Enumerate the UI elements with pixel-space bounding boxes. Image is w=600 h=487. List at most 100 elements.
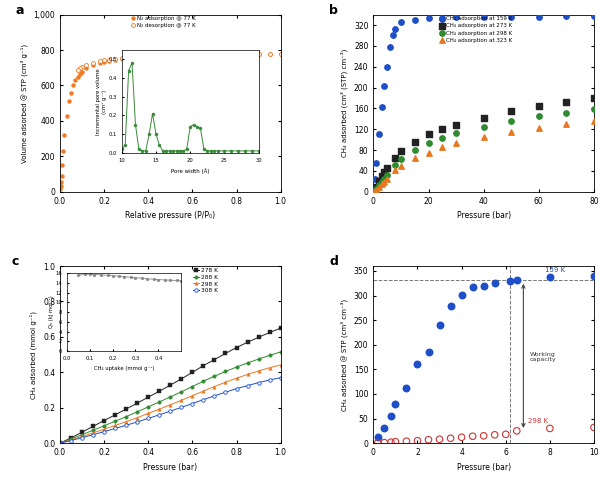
N₂ adsorption @ 77 K <box>96 60 103 66</box>
Point <box>386 438 396 446</box>
298 K <box>244 372 251 377</box>
N₂ adsorption @ 77 K <box>61 132 68 138</box>
298 K <box>56 440 64 446</box>
Point <box>435 435 445 443</box>
298 K <box>145 411 152 416</box>
308 K <box>79 435 86 441</box>
N₂ adsorption @ 77 K <box>72 77 79 83</box>
N₂ desorption @ 77 K <box>167 53 174 58</box>
298 K <box>101 426 108 432</box>
CH₄ adsorption at 323 K <box>380 178 389 186</box>
Point <box>589 272 599 280</box>
Point <box>501 431 511 438</box>
X-axis label: Pressure (bar): Pressure (bar) <box>143 463 197 471</box>
N₂ desorption @ 77 K <box>155 53 163 59</box>
N₂ adsorption @ 77 K <box>63 112 70 118</box>
Point <box>446 302 455 310</box>
CH₄ adsorption at 159 K <box>589 12 599 20</box>
288 K <box>211 374 218 379</box>
Text: 159 K: 159 K <box>545 267 566 273</box>
308 K <box>233 386 240 392</box>
CH₄ adsorption at 273 K <box>437 125 447 133</box>
288 K <box>89 427 97 433</box>
278 K <box>112 412 119 418</box>
Point <box>545 425 554 432</box>
N₂ desorption @ 77 K <box>101 57 108 63</box>
CH₄ adsorption at 323 K <box>396 162 406 169</box>
N₂ adsorption @ 77 K <box>222 52 229 58</box>
N₂ adsorption @ 77 K <box>65 98 73 104</box>
278 K <box>134 400 141 406</box>
CH₄ adsorption at 323 K <box>410 154 419 162</box>
CH₄ adsorption at 323 K <box>382 175 392 183</box>
Text: a: a <box>16 4 25 17</box>
CH₄ adsorption at 298 K <box>506 117 516 125</box>
CH₄ adsorption at 159 K <box>380 83 389 91</box>
CH₄ adsorption at 323 K <box>424 149 433 156</box>
CH₄ adsorption at 323 K <box>374 183 383 191</box>
CH₄ adsorption at 298 K <box>479 123 488 131</box>
Legend: N₂ adsorption @ 77 K, N₂ desorption @ 77 K: N₂ adsorption @ 77 K, N₂ desorption @ 77… <box>129 14 198 30</box>
278 K <box>155 388 163 394</box>
288 K <box>155 399 163 405</box>
308 K <box>134 419 141 425</box>
CH₄ adsorption at 159 K <box>534 13 544 20</box>
288 K <box>134 409 141 415</box>
288 K <box>112 418 119 424</box>
N₂ desorption @ 77 K <box>105 56 112 62</box>
278 K <box>222 351 229 356</box>
X-axis label: Pressure (bar): Pressure (bar) <box>457 211 511 220</box>
CH₄ adsorption at 159 K <box>369 185 379 193</box>
CH₄ adsorption at 159 K <box>562 12 571 20</box>
N₂ desorption @ 77 K <box>145 54 152 59</box>
CH₄ adsorption at 273 K <box>424 131 433 138</box>
N₂ adsorption @ 77 K <box>255 51 262 57</box>
308 K <box>67 438 74 444</box>
N₂ adsorption @ 77 K <box>211 52 218 58</box>
278 K <box>145 394 152 400</box>
CH₄ adsorption at 323 K <box>534 124 544 131</box>
CH₄ adsorption at 159 K <box>385 43 395 51</box>
CH₄ adsorption at 273 K <box>410 138 419 146</box>
Point <box>424 436 433 444</box>
N₂ adsorption @ 77 K <box>266 51 273 57</box>
CH₄ adsorption at 273 K <box>534 102 544 110</box>
278 K <box>122 406 130 412</box>
298 K <box>266 365 273 371</box>
Line: N₂ desorption @ 77 K: N₂ desorption @ 77 K <box>76 52 283 72</box>
CH₄ adsorption at 159 K <box>388 32 397 39</box>
Point <box>512 276 521 284</box>
308 K <box>145 415 152 421</box>
CH₄ adsorption at 273 K <box>380 168 389 176</box>
308 K <box>122 422 130 428</box>
Point <box>446 434 455 442</box>
Point <box>401 384 411 392</box>
Point <box>391 400 400 408</box>
N₂ desorption @ 77 K <box>134 54 141 60</box>
N₂ adsorption @ 77 K <box>70 82 77 88</box>
Y-axis label: CH₄ adsorbed (mmol g⁻¹): CH₄ adsorbed (mmol g⁻¹) <box>30 311 37 399</box>
278 K <box>167 382 174 388</box>
308 K <box>56 440 64 446</box>
N₂ desorption @ 77 K <box>233 52 240 57</box>
CH₄ adsorption at 273 K <box>479 114 488 122</box>
N₂ desorption @ 77 K <box>222 52 229 58</box>
Point <box>413 360 422 368</box>
Legend: 278 K, 288 K, 298 K, 308 K: 278 K, 288 K, 298 K, 308 K <box>191 265 220 296</box>
CH₄ adsorption at 298 K <box>437 134 447 142</box>
CH₄ adsorption at 273 K <box>377 172 386 180</box>
N₂ desorption @ 77 K <box>277 51 284 57</box>
CH₄ adsorption at 159 K <box>396 19 406 26</box>
N₂ adsorption @ 77 K <box>79 69 86 75</box>
Point <box>545 274 554 281</box>
CH₄ adsorption at 273 K <box>589 94 599 102</box>
Y-axis label: Volume adsorbed @ STP (cm³ g⁻¹): Volume adsorbed @ STP (cm³ g⁻¹) <box>20 44 28 163</box>
N₂ desorption @ 77 K <box>189 53 196 58</box>
CH₄ adsorption at 323 K <box>479 133 488 141</box>
N₂ adsorption @ 77 K <box>189 53 196 58</box>
CH₄ adsorption at 298 K <box>371 185 381 192</box>
278 K <box>266 330 273 336</box>
278 K <box>211 356 218 362</box>
N₂ adsorption @ 77 K <box>101 58 108 64</box>
CH₄ adsorption at 159 K <box>374 131 383 138</box>
